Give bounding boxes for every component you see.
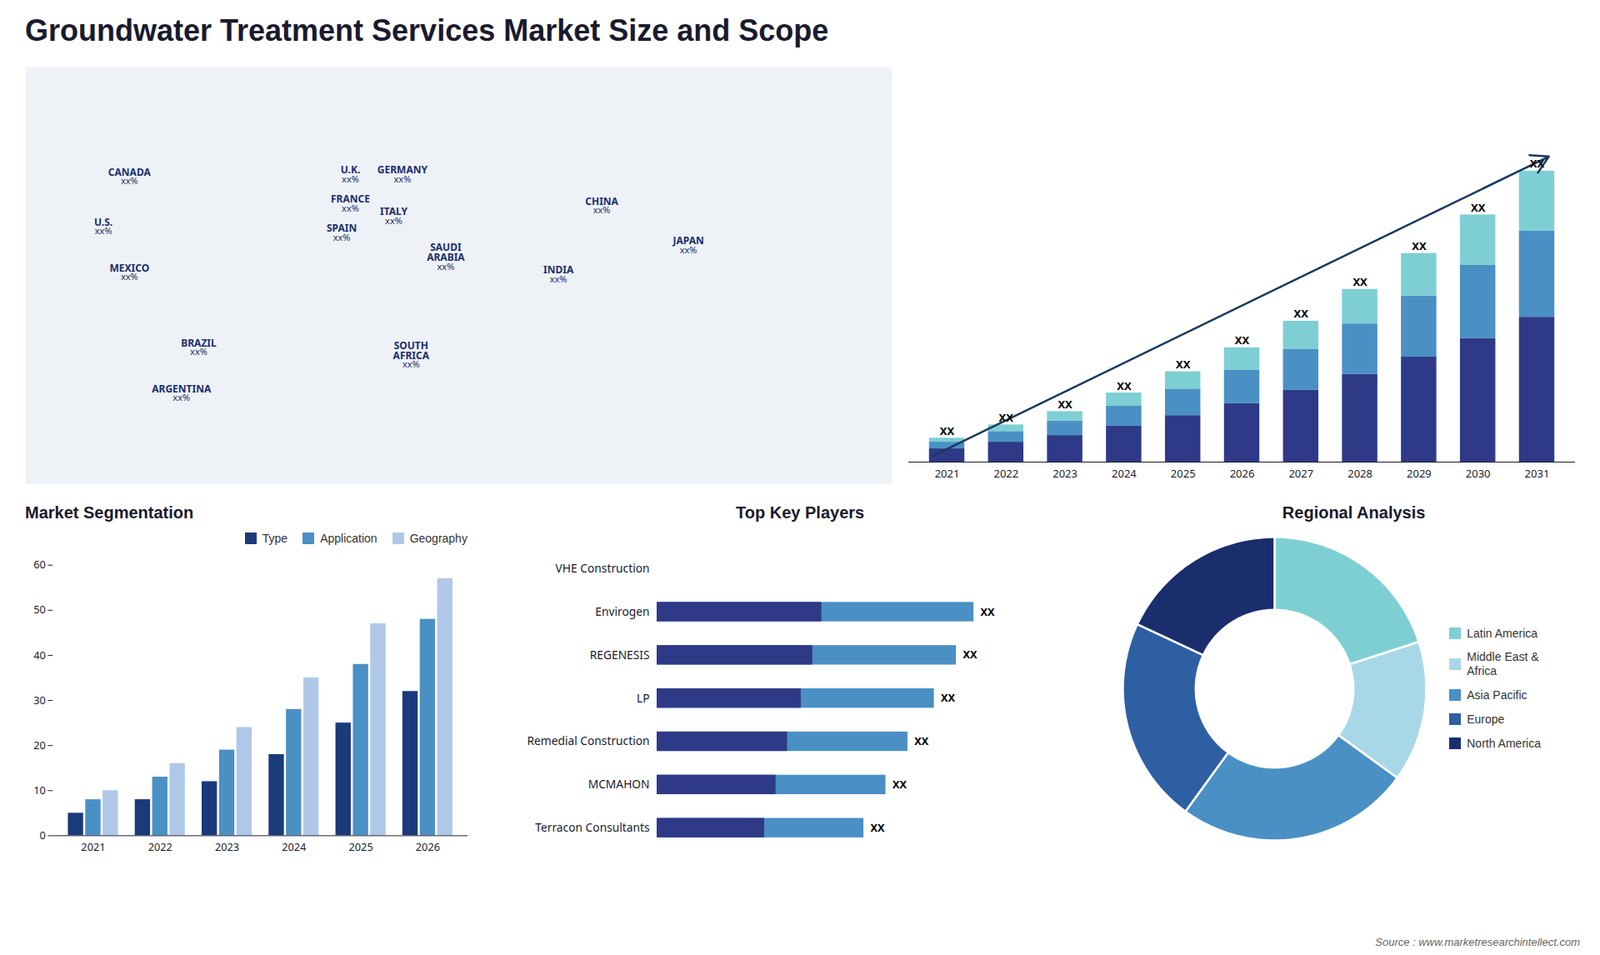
- svg-text:XX: XX: [1057, 396, 1073, 412]
- svg-text:2025: 2025: [1170, 465, 1196, 481]
- svg-text:XX: XX: [1411, 238, 1427, 254]
- svg-text:xx%: xx%: [120, 174, 139, 187]
- svg-text:Envirogen: Envirogen: [595, 603, 650, 620]
- svg-text:xx%: xx%: [341, 172, 360, 185]
- svg-text:XX: XX: [940, 423, 955, 439]
- svg-text:2030: 2030: [1465, 465, 1491, 481]
- svg-text:VHE Construction: VHE Construction: [555, 560, 650, 576]
- svg-text:XX: XX: [892, 776, 908, 792]
- svg-text:2022: 2022: [148, 839, 173, 855]
- svg-text:30: 30: [33, 692, 46, 708]
- svg-text:XX: XX: [999, 410, 1015, 425]
- svg-text:50: 50: [33, 601, 46, 617]
- svg-text:XX: XX: [1116, 378, 1132, 394]
- svg-text:XX: XX: [1235, 332, 1250, 348]
- svg-text:xx%: xx%: [437, 260, 455, 273]
- svg-text:REGENESIS: REGENESIS: [590, 646, 650, 663]
- svg-text:XX: XX: [1530, 155, 1545, 171]
- svg-text:xx%: xx%: [341, 201, 360, 215]
- svg-text:xx%: xx%: [394, 172, 412, 185]
- svg-text:2021: 2021: [80, 839, 105, 855]
- svg-text:2028: 2028: [1347, 465, 1373, 481]
- svg-text:2021: 2021: [935, 465, 960, 481]
- svg-text:XX: XX: [914, 733, 930, 749]
- svg-text:xx%: xx%: [120, 270, 139, 283]
- svg-text:XX: XX: [1175, 356, 1191, 372]
- svg-text:xx%: xx%: [680, 243, 698, 256]
- svg-text:Remedial Construction: Remedial Construction: [526, 732, 650, 749]
- svg-text:XX: XX: [1352, 274, 1368, 290]
- svg-text:2024: 2024: [281, 839, 307, 855]
- svg-text:XX: XX: [870, 820, 885, 835]
- svg-text:XX: XX: [940, 690, 956, 705]
- svg-text:40: 40: [33, 647, 46, 663]
- svg-text:20: 20: [33, 737, 46, 753]
- svg-text:2027: 2027: [1288, 465, 1314, 481]
- svg-text:60: 60: [33, 556, 46, 572]
- svg-text:2029: 2029: [1406, 465, 1432, 481]
- svg-text:XX: XX: [962, 646, 978, 662]
- svg-text:xx%: xx%: [190, 345, 208, 358]
- svg-text:XX: XX: [980, 604, 995, 620]
- svg-text:xx%: xx%: [550, 272, 568, 285]
- svg-text:XX: XX: [1294, 305, 1310, 321]
- svg-text:2026: 2026: [415, 839, 440, 855]
- svg-text:Terracon Consultants: Terracon Consultants: [535, 819, 650, 835]
- svg-text:2024: 2024: [1111, 465, 1137, 481]
- svg-text:xx%: xx%: [172, 390, 190, 404]
- svg-text:xx%: xx%: [593, 203, 611, 216]
- svg-text:2025: 2025: [348, 839, 373, 855]
- svg-text:2031: 2031: [1525, 465, 1550, 481]
- svg-text:0: 0: [40, 827, 46, 843]
- svg-text:10: 10: [33, 782, 46, 798]
- svg-text:2023: 2023: [1052, 465, 1078, 481]
- svg-text:2026: 2026: [1230, 465, 1255, 481]
- svg-text:xx%: xx%: [95, 224, 113, 237]
- svg-text:xx%: xx%: [402, 357, 420, 370]
- svg-text:2023: 2023: [215, 839, 240, 855]
- svg-text:2022: 2022: [993, 465, 1019, 481]
- svg-text:MCMAHON: MCMAHON: [588, 775, 650, 792]
- svg-text:XX: XX: [1470, 200, 1486, 215]
- svg-text:LP: LP: [636, 690, 650, 706]
- svg-text:xx%: xx%: [385, 214, 403, 227]
- svg-text:xx%: xx%: [333, 230, 351, 244]
